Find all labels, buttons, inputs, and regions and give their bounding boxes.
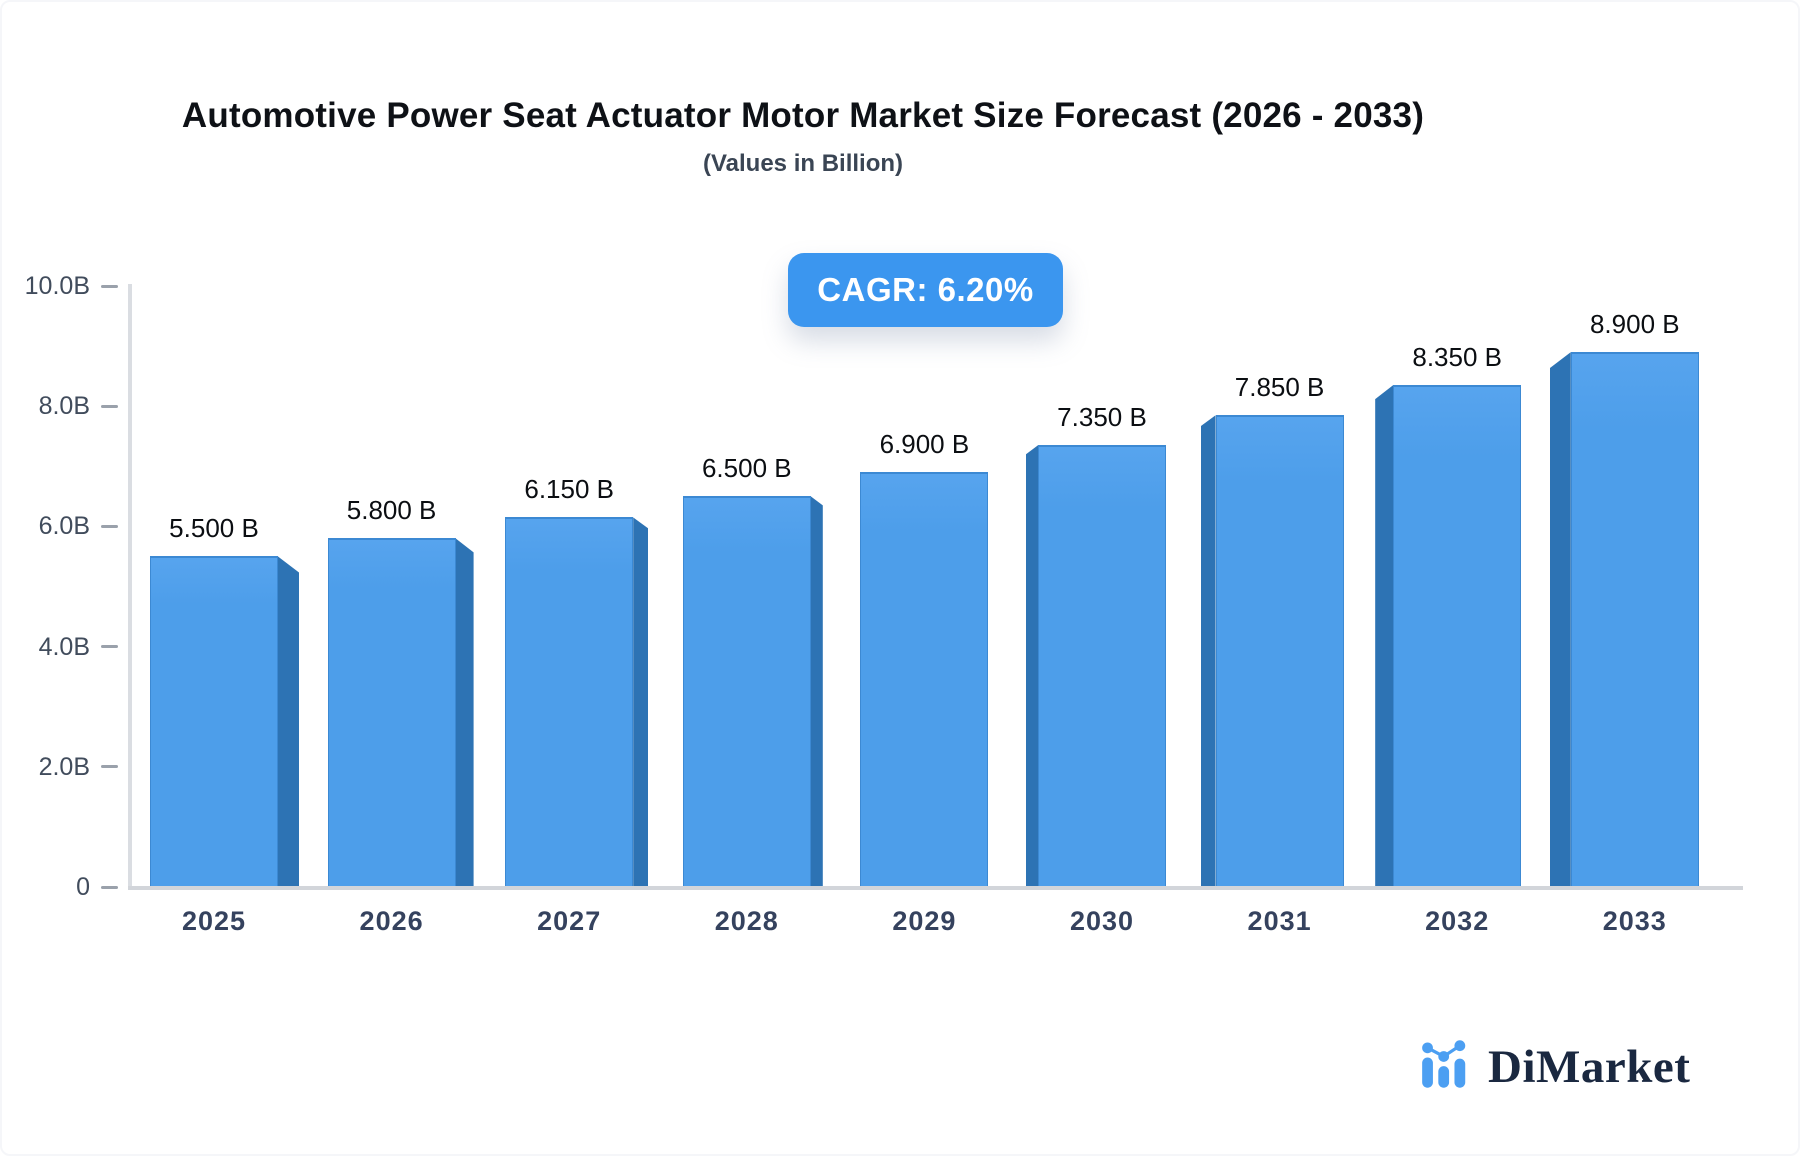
bar (1393, 385, 1522, 887)
bar-3d-side (1026, 445, 1038, 887)
x-axis-label: 2028 (714, 906, 779, 936)
bar-chart-logo-icon (1420, 1038, 1476, 1095)
x-axis-label: 2027 (537, 906, 602, 936)
bar (1215, 415, 1344, 887)
y-axis-tick (101, 645, 118, 649)
x-axis-label: 2029 (892, 906, 957, 936)
bar-value-label: 8.900 B (1589, 309, 1680, 340)
bar (1570, 352, 1699, 887)
bar (860, 472, 989, 887)
bar-value-label: 7.850 B (1234, 372, 1325, 403)
brand-logo-text: DiMarket (1488, 1040, 1691, 1093)
bar-3d-side (1375, 385, 1394, 887)
bar (150, 556, 278, 887)
bar (505, 517, 634, 887)
bar-value-label: 7.350 B (1057, 402, 1147, 433)
bar (327, 538, 456, 887)
x-axis-label: 2030 (1069, 906, 1135, 936)
bar-value-label: 6.900 B (879, 429, 970, 460)
bar-3d-side (633, 517, 649, 887)
bar-value-label: 5.800 B (346, 495, 437, 526)
bar-3d-side (1549, 352, 1571, 887)
x-axis-label: 2032 (1425, 906, 1490, 936)
y-axis-label: 6.0B (38, 512, 90, 541)
x-axis-line (128, 886, 1743, 890)
brand-logo: DiMarket (1420, 1038, 1690, 1095)
bar-3d-side (455, 538, 474, 887)
y-axis-tick (101, 524, 118, 528)
y-axis-label: 10.0B (24, 272, 90, 300)
chart-title: Automotive Power Seat Actuator Motor Mar… (181, 96, 1425, 135)
bar-3d-side (278, 556, 299, 887)
x-axis-label: 2026 (359, 906, 424, 936)
y-axis-label: 8.0B (38, 392, 90, 421)
x-axis-label: 2033 (1602, 906, 1667, 936)
chart-subtitle: (Values in Billion) (702, 150, 904, 177)
bar-value-label: 5.500 B (169, 513, 259, 544)
bar-3d-side (1200, 415, 1216, 887)
y-axis-tick (101, 765, 118, 769)
bar-3d-side (810, 496, 823, 887)
bar-value-label: 8.350 B (1412, 342, 1503, 373)
bar (682, 496, 811, 887)
chart-header: Automotive Power Seat Actuator Motor Mar… (0, 0, 1606, 178)
y-axis-line (128, 284, 132, 890)
x-axis-label: 2031 (1247, 906, 1312, 936)
cagr-badge: CAGR: 6.20% (788, 253, 1063, 327)
y-axis-tick (101, 284, 118, 288)
y-axis-label: 4.0B (38, 632, 90, 661)
y-axis-tick (101, 885, 118, 889)
bar-value-label: 6.150 B (524, 474, 615, 505)
x-axis-label: 2025 (181, 906, 247, 936)
y-axis-tick (101, 404, 118, 408)
y-axis-label: 0 (76, 873, 90, 901)
y-axis-label: 2.0B (38, 752, 90, 781)
bar (1038, 445, 1166, 887)
bar-value-label: 6.500 B (701, 453, 792, 484)
